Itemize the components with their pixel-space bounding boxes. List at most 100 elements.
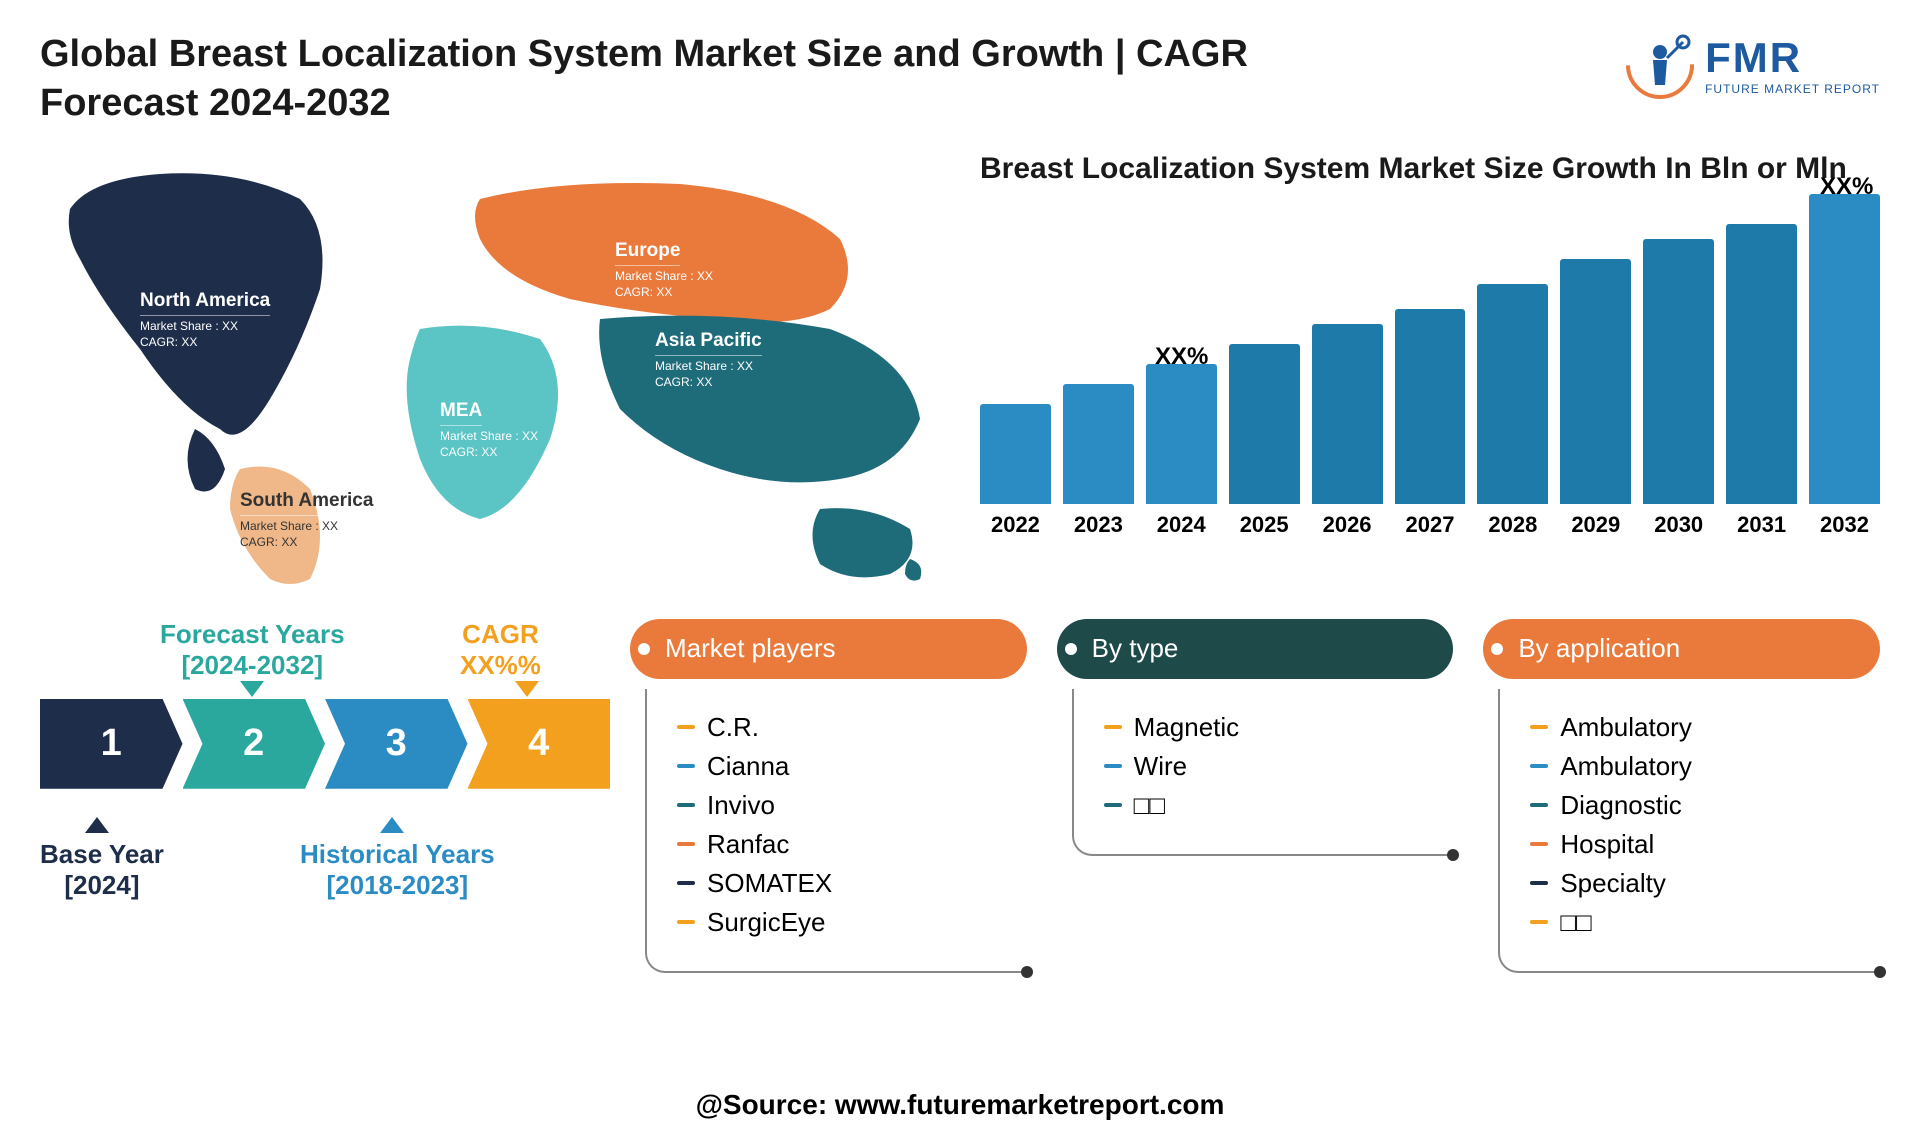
bar <box>1560 259 1631 504</box>
bar-group: 2032 <box>1809 194 1880 538</box>
region-label: North AmericaMarket Share : XXCAGR: XX <box>140 289 270 351</box>
logo-main-text: FMR <box>1705 34 1880 82</box>
timeline-label: CAGRXX%% <box>460 619 541 681</box>
bar-year-label: 2030 <box>1654 512 1703 538</box>
end-dot-icon <box>1874 966 1886 978</box>
dash-icon <box>1104 764 1122 768</box>
bar-group: 2026 <box>1312 324 1383 538</box>
category-item-label: Ambulatory <box>1560 751 1692 782</box>
category-item: C.R. <box>677 712 1007 743</box>
bar <box>1395 309 1466 504</box>
timeline-step: 2 <box>183 699 326 789</box>
timeline-arrow-icon <box>380 817 404 833</box>
page-title: Global Breast Localization System Market… <box>40 30 1340 129</box>
bullet-icon <box>638 643 650 655</box>
category-item-label: Magnetic <box>1134 712 1240 743</box>
category-item: Magnetic <box>1104 712 1434 743</box>
timeline-arrow-icon <box>240 681 264 697</box>
category-item-label: Invivo <box>707 790 775 821</box>
bar <box>1643 239 1714 504</box>
dash-icon <box>1104 803 1122 807</box>
category-item-label: □□ <box>1560 907 1591 938</box>
region-label: MEAMarket Share : XXCAGR: XX <box>440 399 538 461</box>
category-header: Market players <box>630 619 1027 679</box>
bar-group: 2023 <box>1063 384 1134 538</box>
category-item: Ranfac <box>677 829 1007 860</box>
bar <box>1809 194 1880 504</box>
dash-icon <box>1530 881 1548 885</box>
bar-year-label: 2032 <box>1820 512 1869 538</box>
category-item-label: Ranfac <box>707 829 789 860</box>
bullet-icon <box>1065 643 1077 655</box>
category-item-label: Hospital <box>1560 829 1654 860</box>
bullet-icon <box>1491 643 1503 655</box>
bar <box>1726 224 1797 504</box>
bar-group: 2022 <box>980 404 1051 538</box>
category-item-label: Diagnostic <box>1560 790 1681 821</box>
category-item-label: Cianna <box>707 751 789 782</box>
category-column: Market players C.R. Cianna Invivo Ranfac SOMA… <box>630 619 1027 973</box>
category-body: C.R.CiannaInvivoRanfacSOMATEXSurgicEye <box>645 689 1027 973</box>
region-label: Asia PacificMarket Share : XXCAGR: XX <box>655 329 762 391</box>
world-map: North AmericaMarket Share : XXCAGR: XX So… <box>40 149 950 589</box>
bar <box>1146 364 1217 504</box>
category-item: □□ <box>1104 790 1434 821</box>
dash-icon <box>1530 764 1548 768</box>
dash-icon <box>677 881 695 885</box>
bar-year-label: 2027 <box>1406 512 1455 538</box>
category-item: Wire <box>1104 751 1434 782</box>
bar-group: 2030 <box>1643 239 1714 538</box>
bar-chart-section: Breast Localization System Market Size G… <box>980 149 1880 589</box>
category-body: Magnetic Wire □□ <box>1072 689 1454 856</box>
category-item-label: Wire <box>1134 751 1187 782</box>
timeline-label: Historical Years[2018-2023] <box>300 839 495 901</box>
timeline-step: 1 <box>40 699 183 789</box>
dash-icon <box>1530 842 1548 846</box>
timeline-bar: 1234 <box>40 699 610 789</box>
bar-group: 2029 <box>1560 259 1631 538</box>
category-item: SOMATEX <box>677 868 1007 899</box>
bar-group: 2027 <box>1395 309 1466 538</box>
category-item: Cianna <box>677 751 1007 782</box>
bar-year-label: 2022 <box>991 512 1040 538</box>
timeline-step: 3 <box>325 699 468 789</box>
bar-year-label: 2026 <box>1323 512 1372 538</box>
bar-year-label: 2023 <box>1074 512 1123 538</box>
bar-group: 2028 <box>1477 284 1548 538</box>
category-item-label: C.R. <box>707 712 759 743</box>
dash-icon <box>677 764 695 768</box>
category-item: Hospital <box>1530 829 1860 860</box>
bar-year-label: 2024 <box>1157 512 1206 538</box>
bar-year-label: 2031 <box>1737 512 1786 538</box>
timeline-arrow-icon <box>85 817 109 833</box>
category-column: By application Ambulatory Ambulatory Diagno… <box>1483 619 1880 973</box>
category-header-label: By type <box>1092 633 1179 664</box>
category-body: Ambulatory Ambulatory Diagnostic Hospital Sp… <box>1498 689 1880 973</box>
chart-title: Breast Localization System Market Size G… <box>980 149 1880 188</box>
category-item: Ambulatory <box>1530 751 1860 782</box>
category-item: Invivo <box>677 790 1007 821</box>
category-header-label: By application <box>1518 633 1680 664</box>
logo-icon <box>1625 30 1695 100</box>
category-item: Specialty <box>1530 868 1860 899</box>
category-item-label: Ambulatory <box>1560 712 1692 743</box>
bar <box>1477 284 1548 504</box>
bar-year-label: 2028 <box>1488 512 1537 538</box>
dash-icon <box>677 725 695 729</box>
dash-icon <box>1530 803 1548 807</box>
timeline-label: Base Year[2024] <box>40 839 164 901</box>
region-label: EuropeMarket Share : XXCAGR: XX <box>615 239 713 301</box>
category-item: □□ <box>1530 907 1860 938</box>
dash-icon <box>1530 920 1548 924</box>
logo-sub-text: FUTURE MARKET REPORT <box>1705 82 1880 96</box>
timeline-section: Forecast Years[2024-2032]CAGRXX%% 1234 B… <box>40 619 610 973</box>
dash-icon <box>1104 725 1122 729</box>
logo: FMR FUTURE MARKET REPORT <box>1625 30 1880 100</box>
category-item-label: Specialty <box>1560 868 1666 899</box>
region-label: South AmericaMarket Share : XXCAGR: XX <box>240 489 373 551</box>
source-text: @Source: www.futuremarketreport.com <box>696 1089 1225 1121</box>
dash-icon <box>677 920 695 924</box>
bar <box>980 404 1051 504</box>
bar <box>1312 324 1383 504</box>
bar-chart: 2022202320242025202620272028202920302031… <box>980 198 1880 538</box>
